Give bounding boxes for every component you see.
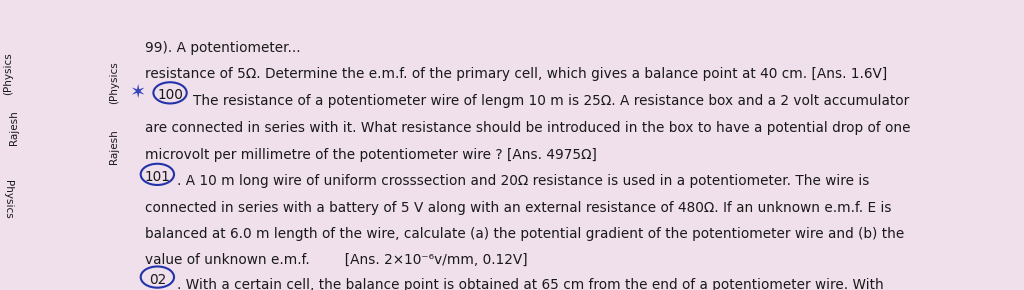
Text: value of unknown e.m.f.        [Ans. 2×10⁻⁶v/mm, 0.12V]: value of unknown e.m.f. [Ans. 2×10⁻⁶v/mm…	[145, 253, 528, 267]
Text: The resistance of a potentiometer wire of lengm 10 m is 25Ω. A resistance box an: The resistance of a potentiometer wire o…	[194, 94, 909, 108]
Text: ✶: ✶	[130, 83, 146, 102]
Text: 101: 101	[144, 170, 170, 184]
Text: resistance of 5Ω. Determine the e.m.f. of the primary cell, which gives a balanc: resistance of 5Ω. Determine the e.m.f. o…	[145, 67, 888, 81]
Text: 99). A potentiometer...: 99). A potentiometer...	[145, 41, 301, 55]
Text: . A 10 m long wire of uniform crosssection and 20Ω resistance is used in a poten: . A 10 m long wire of uniform crosssecti…	[177, 174, 869, 188]
Text: microvolt per millimetre of the potentiometer wire ? [Ans. 4975Ω]: microvolt per millimetre of the potentio…	[145, 148, 597, 162]
Text: 02: 02	[148, 273, 166, 287]
Text: (Physics: (Physics	[109, 61, 119, 104]
Text: Rajesh: Rajesh	[109, 129, 119, 164]
Text: connected in series with a battery of 5 V along with an external resistance of 4: connected in series with a battery of 5 …	[145, 201, 892, 215]
Text: 100: 100	[157, 88, 183, 102]
Text: Rajesh: Rajesh	[9, 110, 19, 145]
Text: Physics: Physics	[3, 180, 13, 219]
Text: balanced at 6.0 m length of the wire, calculate (a) the potential gradient of th: balanced at 6.0 m length of the wire, ca…	[145, 227, 905, 241]
Text: (Physics: (Physics	[3, 52, 13, 95]
Text: are connected in series with it. What resistance should be introduced in the box: are connected in series with it. What re…	[145, 121, 911, 135]
Text: . With a certain cell, the balance point is obtained at 65 cm from the end of a : . With a certain cell, the balance point…	[177, 278, 884, 290]
